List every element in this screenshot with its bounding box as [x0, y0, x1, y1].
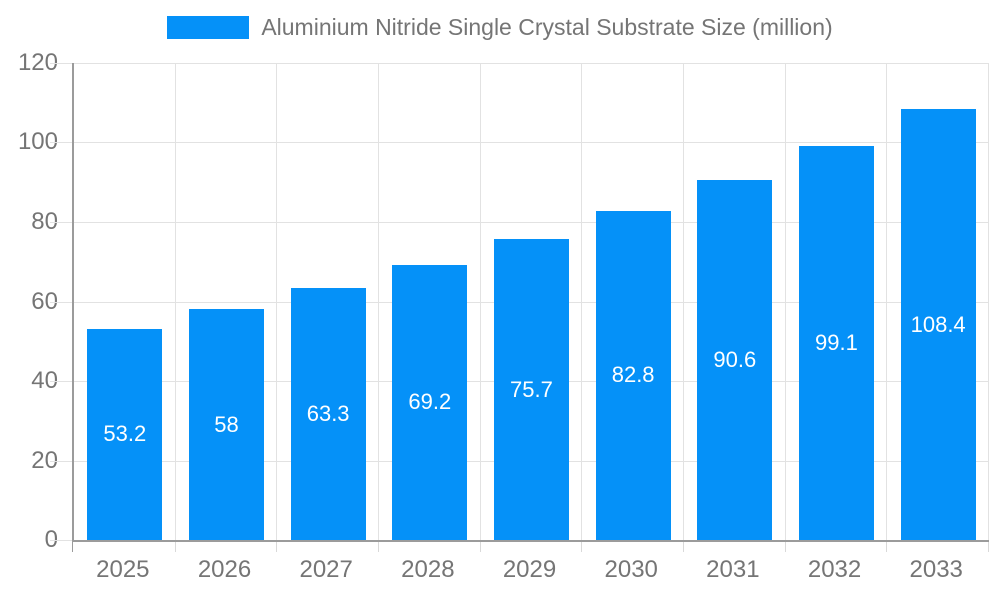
chart-title: Aluminium Nitride Single Crystal Substra…	[261, 14, 833, 40]
y-axis-tick	[50, 142, 72, 144]
x-axis-label-2033: 2033	[909, 556, 963, 583]
y-axis-label: 120	[17, 49, 58, 76]
x-axis-tick	[479, 542, 481, 552]
bar-slot: 99.1	[786, 63, 888, 540]
bar-value-label: 108.4	[910, 311, 966, 337]
bar-value-label: 53.2	[103, 421, 147, 447]
v-gridline	[886, 63, 888, 540]
bar-2029: 75.7	[493, 239, 570, 540]
bar-value-label: 90.6	[713, 346, 757, 372]
x-axis-tick	[377, 542, 379, 552]
v-gridline	[581, 63, 583, 540]
y-axis-label: 80	[31, 207, 58, 235]
bar-slot: 63.3	[277, 63, 379, 540]
x-axis-labels: 2025 2026 2027 2028 2029 2030 2031 2032 2033	[72, 556, 987, 584]
bar-slot: 75.7	[481, 63, 583, 540]
x-axis-label-2028: 2028	[401, 556, 455, 583]
bar-2028: 69.2	[392, 264, 468, 540]
v-gridline	[377, 63, 379, 540]
y-axis-label: 60	[31, 287, 58, 315]
bar-value-label: 75.7	[510, 376, 553, 402]
bar-2025: 53.2	[87, 328, 163, 540]
y-axis-tick	[50, 63, 72, 64]
bar-value-label: 82.8	[611, 362, 655, 388]
x-axis-label-2025: 2025	[96, 556, 150, 583]
h-gridline	[74, 63, 989, 64]
x-axis-label-2026: 2026	[197, 556, 252, 583]
legend-swatch	[167, 16, 250, 39]
y-axis-tick	[50, 221, 72, 223]
v-gridline	[174, 63, 176, 540]
bar-2030: 82.8	[595, 210, 671, 540]
bar-value-label: 99.1	[815, 330, 858, 356]
y-axis-tick	[50, 380, 72, 382]
bar-slot: 82.8	[582, 63, 684, 540]
x-axis-label-2030: 2030	[604, 556, 658, 583]
plot-area: 53.2 58 63.3 69.2 75.7 82.8 90.6 99.1 108.4	[50, 63, 989, 552]
x-axis-tick	[988, 542, 989, 552]
bar-2033: 108.4	[900, 109, 976, 540]
h-gridline	[74, 142, 989, 144]
x-axis-tick	[72, 542, 73, 552]
x-axis-label-2029: 2029	[502, 556, 557, 583]
h-gridline	[74, 221, 989, 223]
x-axis-tick	[886, 542, 888, 552]
bar-slot: 90.6	[684, 63, 786, 540]
y-axis-label: 20	[31, 446, 58, 474]
v-gridline	[682, 63, 684, 540]
bar-2032: 99.1	[798, 146, 875, 540]
y-axis-labels: 0 20 40 60 80 100 120	[0, 49, 58, 553]
x-axis-tick	[174, 542, 176, 552]
y-axis-tick	[50, 540, 72, 541]
bar-value-label: 58	[214, 411, 239, 437]
y-axis-label: 0	[44, 526, 58, 553]
x-axis-tick	[784, 542, 786, 552]
y-axis-tick	[50, 460, 72, 462]
bar-2027: 63.3	[290, 288, 366, 540]
x-axis-tick	[682, 542, 684, 552]
x-axis-label-2031: 2031	[706, 556, 760, 583]
bar-slot: 58	[176, 63, 278, 540]
bar-slot: 69.2	[379, 63, 481, 540]
x-axis-tick	[276, 542, 278, 552]
v-gridline	[479, 63, 481, 540]
x-axis-tick	[581, 542, 583, 552]
bar-slot: 108.4	[887, 63, 989, 540]
bar-slot: 53.2	[74, 63, 176, 540]
bar-2031: 90.6	[697, 179, 773, 540]
x-axis-label-2032: 2032	[807, 556, 862, 583]
y-axis-label: 100	[17, 128, 58, 156]
v-gridline	[784, 63, 786, 540]
chart-legend[interactable]: Aluminium Nitride Single Crystal Substra…	[0, 14, 1000, 41]
bar-value-label: 63.3	[306, 401, 350, 427]
bar-2026: 58	[188, 309, 265, 540]
v-gridline	[276, 63, 278, 540]
y-axis-label: 40	[31, 366, 58, 394]
v-gridline	[988, 63, 989, 540]
y-axis-tick	[50, 301, 72, 303]
x-axis-label-2027: 2027	[299, 556, 353, 583]
bar-value-label: 69.2	[408, 389, 452, 415]
